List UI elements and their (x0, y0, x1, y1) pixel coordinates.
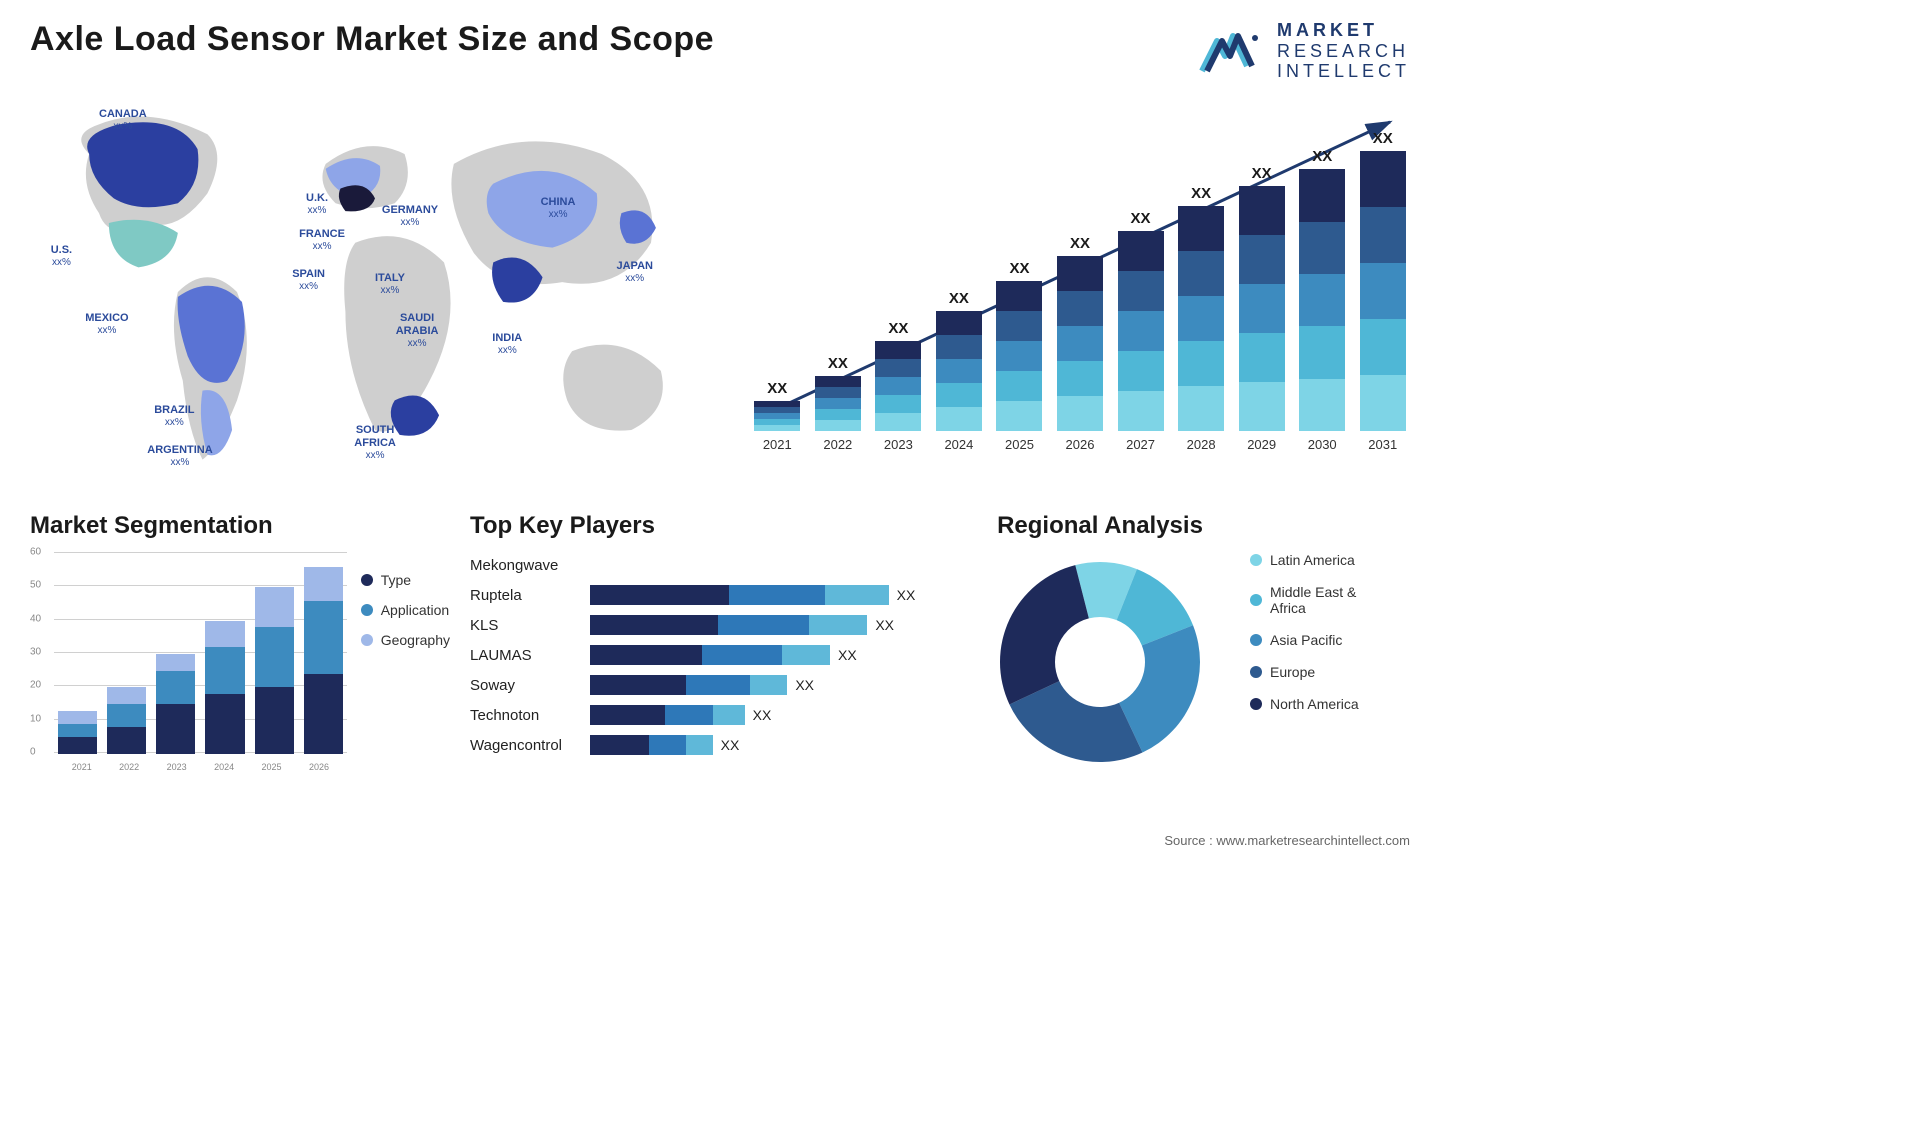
growth-bar: XX2028 (1174, 185, 1229, 452)
segmentation-bar (304, 567, 343, 754)
segmentation-panel: Market Segmentation 0102030405060 202120… (30, 512, 450, 772)
map-label: U.S.xx% (51, 244, 72, 269)
logo-icon (1197, 26, 1267, 76)
map-label: MEXICOxx% (85, 312, 128, 337)
map-label: INDIAxx% (492, 332, 522, 357)
growth-bar: XX2026 (1053, 235, 1108, 452)
segmentation-title: Market Segmentation (30, 512, 450, 540)
map-label: GERMANYxx% (382, 204, 438, 229)
map-label: JAPANxx% (617, 260, 653, 285)
legend-item: Latin America (1250, 552, 1410, 568)
regional-donut (990, 552, 1210, 772)
segmentation-chart: 0102030405060 202120222023202420252026 (30, 552, 347, 772)
growth-bar: XX2027 (1113, 210, 1168, 452)
growth-bar: XX2024 (932, 290, 987, 452)
regional-legend: Latin America Middle East &Africa Asia Pac… (1250, 512, 1410, 712)
segmentation-bar (255, 587, 294, 754)
page-title: Axle Load Sensor Market Size and Scope (30, 20, 714, 59)
source-footer: Source : www.marketresearchintellect.com (1164, 833, 1410, 848)
segmentation-legend: Type Application Geography (361, 552, 450, 772)
map-label: U.K.xx% (306, 192, 328, 217)
growth-bar: XX2029 (1234, 165, 1289, 452)
player-row: RuptelaXX (470, 582, 950, 608)
map-label: BRAZILxx% (154, 404, 194, 429)
player-row: WagencontrolXX (470, 732, 950, 758)
player-row: KLSXX (470, 612, 950, 638)
donut-slice (1000, 565, 1089, 704)
map-label: SPAINxx% (292, 268, 325, 293)
legend-item: Middle East &Africa (1250, 584, 1410, 616)
growth-bar: XX2022 (811, 355, 866, 452)
legend-item: Type (361, 572, 450, 588)
map-label: SOUTHAFRICAxx% (354, 424, 396, 462)
players-panel: Top Key Players Mekongwave RuptelaXX KLSXX… (470, 512, 950, 772)
segmentation-bar (107, 687, 146, 754)
brand-logo: MARKET RESEARCH INTELLECT (1197, 20, 1410, 82)
segmentation-bar (58, 711, 97, 754)
growth-chart: XX2021XX2022XX2023XX2024XX2025XX2026XX20… (750, 92, 1410, 492)
players-title: Top Key Players (470, 512, 950, 540)
world-map-panel: CANADAxx% U.S.xx% MEXICOxx% BRAZILxx% ARGENT… (30, 92, 720, 492)
map-label: FRANCExx% (299, 228, 345, 253)
player-row: Mekongwave (470, 552, 950, 578)
map-label: ITALYxx% (375, 272, 405, 297)
growth-bar: XX2021 (750, 380, 805, 452)
legend-item: North America (1250, 696, 1410, 712)
growth-bar: XX2023 (871, 320, 926, 452)
player-row: TechnotonXX (470, 702, 950, 728)
legend-item: Europe (1250, 664, 1410, 680)
legend-item: Asia Pacific (1250, 632, 1410, 648)
map-label: ARGENTINAxx% (147, 444, 212, 469)
growth-bar: XX2025 (992, 260, 1047, 452)
legend-item: Application (361, 602, 450, 618)
map-label: CHINAxx% (541, 196, 576, 221)
growth-bar: XX2031 (1355, 130, 1410, 452)
regional-panel: Regional Analysis Latin America Middle Ea… (970, 512, 1410, 772)
map-label: CANADAxx% (99, 108, 147, 133)
regional-title: Regional Analysis (970, 512, 1230, 540)
growth-bar: XX2030 (1295, 148, 1350, 452)
player-row: LAUMASXX (470, 642, 950, 668)
legend-item: Geography (361, 632, 450, 648)
player-row: SowayXX (470, 672, 950, 698)
segmentation-bar (156, 654, 195, 754)
segmentation-bar (205, 621, 244, 754)
map-label: SAUDIARABIAxx% (396, 312, 439, 350)
